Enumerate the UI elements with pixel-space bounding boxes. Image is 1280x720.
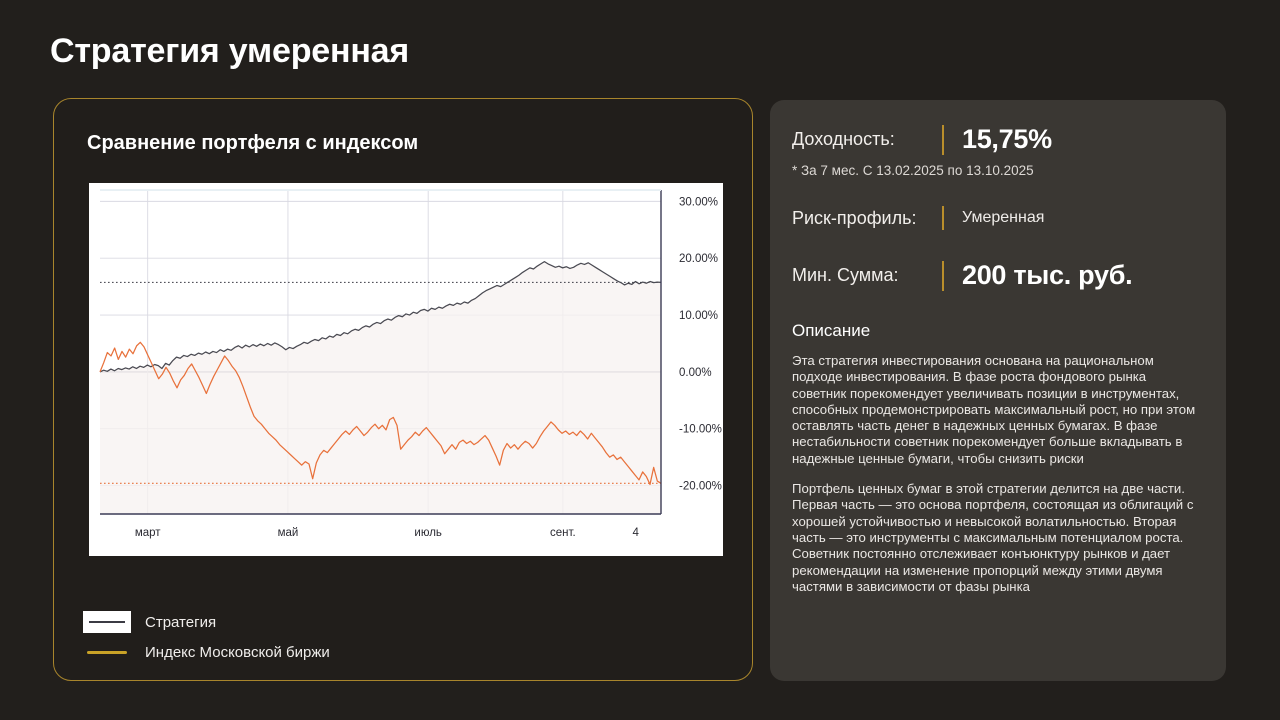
- info-label-risk-profile: Риск-профиль:: [792, 207, 917, 228]
- chart-card-title: Сравнение портфеля с индексом: [87, 132, 419, 154]
- info-row-min-amount: Мин. Сумма: 200 тыс. руб.: [792, 260, 1200, 291]
- svg-text:июль: июль: [414, 527, 442, 539]
- divider-bar: [942, 124, 944, 155]
- legend-item-strategy[interactable]: Стратегия: [83, 611, 330, 633]
- svg-text:30.00%: 30.00%: [679, 196, 718, 208]
- legend-item-index[interactable]: Индекс Московской биржи: [83, 641, 330, 663]
- chart-card: Сравнение портфеля с индексом 30.00% 20.0…: [53, 98, 753, 681]
- svg-text:-10.00%: -10.00%: [679, 424, 722, 436]
- svg-text:сент.: сент.: [550, 527, 576, 539]
- info-yield-note: * За 7 мес. С 13.02.2025 по 13.10.2025: [792, 163, 1034, 178]
- info-value-yield: 15,75%: [962, 124, 1052, 154]
- svg-text:март: март: [135, 527, 161, 539]
- svg-text:20.00%: 20.00%: [679, 253, 718, 265]
- legend-swatch-index-icon: [83, 641, 131, 663]
- legend-label-index: Индекс Московской биржи: [145, 643, 330, 661]
- comparison-line-chart: 30.00% 20.00% 10.00% 0.00% -10.00% -20.00% мар…: [99, 189, 722, 539]
- chart-legend: Стратегия Индекс Московской биржи: [83, 611, 330, 663]
- svg-text:-20.00%: -20.00%: [679, 481, 722, 493]
- svg-text:май: май: [278, 527, 299, 539]
- strategy-info-panel: Доходность: 15,75% * За 7 мес. С 13.02.2…: [770, 100, 1226, 681]
- svg-text:0.00%: 0.00%: [679, 367, 712, 379]
- svg-text:4: 4: [633, 527, 640, 539]
- info-label-min-amount: Мин. Сумма:: [792, 265, 899, 285]
- divider-bar: [942, 206, 944, 230]
- info-row-risk-profile: Риск-профиль: Умеренная: [792, 206, 1200, 230]
- info-value-min-amount: 200 тыс. руб.: [962, 260, 1133, 290]
- divider-bar: [942, 260, 944, 291]
- legend-swatch-strategy-icon: [83, 611, 131, 633]
- legend-label-strategy: Стратегия: [145, 613, 217, 631]
- info-value-risk-profile: Умеренная: [962, 209, 1045, 226]
- svg-text:10.00%: 10.00%: [679, 310, 718, 322]
- description-paragraph-2: Портфель ценных бумаг в этой стратегии д…: [792, 481, 1194, 594]
- description-paragraph-1: Эта стратегия инвестирования основана на…: [792, 353, 1196, 466]
- description-heading: Описание: [792, 321, 871, 340]
- page-title: Стратегия умеренная: [50, 32, 410, 70]
- info-row-yield: Доходность: 15,75%: [792, 124, 1200, 155]
- info-label-yield: Доходность:: [792, 129, 895, 149]
- chart-plot-area[interactable]: 30.00% 20.00% 10.00% 0.00% -10.00% -20.00% мар…: [89, 183, 723, 556]
